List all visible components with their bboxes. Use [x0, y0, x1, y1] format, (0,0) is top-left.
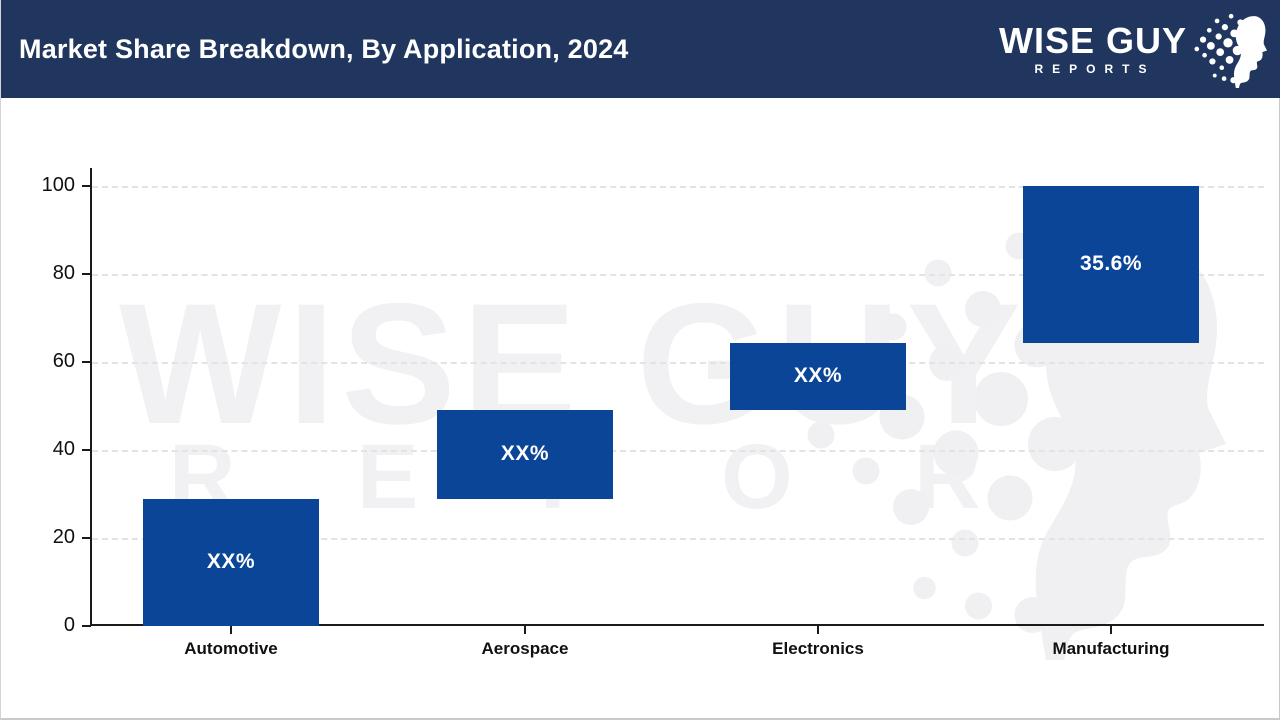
bar-electronics: XX%	[730, 342, 906, 410]
x-tick-aerospace	[524, 626, 526, 634]
y-tick-60	[82, 361, 91, 363]
watermark-face-dots-icon	[807, 232, 1226, 660]
x-tick-label-manufacturing: Manufacturing	[1052, 639, 1170, 658]
bar-label-automotive: XX%	[206, 550, 256, 574]
x-tick-label-electronics: Electronics	[772, 639, 864, 658]
y-tick-100	[82, 185, 91, 187]
gridline-y-60	[92, 362, 1264, 364]
y-tick-40	[82, 449, 91, 451]
y-axis-line	[90, 168, 92, 626]
bar-label-electronics: XX%	[793, 364, 843, 388]
y-tick-20	[82, 537, 91, 539]
x-tick-automotive	[230, 626, 232, 634]
bar-automotive: XX%	[143, 498, 319, 626]
y-tick-label-80: 80	[52, 262, 75, 284]
x-tick-label-automotive: Automotive	[184, 639, 278, 658]
x-tick-label-aerospace: Aerospace	[481, 639, 569, 658]
bar-label-manufacturing: 35.6%	[1079, 252, 1143, 276]
x-tick-manufacturing	[1110, 626, 1112, 634]
header-bar: Market Share Breakdown, By Application, …	[1, 0, 1280, 98]
gridline-y-20	[92, 538, 1264, 540]
y-tick-label-100: 100	[41, 174, 75, 196]
y-tick-label-60: 60	[52, 350, 75, 372]
brand-face-dots-icon	[1194, 13, 1267, 88]
brand-wordmark: WISE GUY REPORTS	[998, 19, 1187, 76]
x-tick-electronics	[817, 626, 819, 634]
gridline-y-40	[92, 450, 1264, 452]
bar-aerospace: XX%	[437, 409, 613, 499]
gridline-y-100	[92, 186, 1264, 188]
plot-area: 0 20 40 60 80 100 XX% Automotive XX% Aerospace XX%…	[1, 98, 1280, 720]
y-tick-label-40: 40	[52, 438, 75, 460]
y-tick-80	[82, 273, 91, 275]
bar-manufacturing: 35.6%	[1023, 186, 1199, 343]
brand-logo: WISE GUY REPORTS	[999, 7, 1267, 91]
gridline-y-80	[92, 274, 1264, 276]
bar-label-aerospace: XX%	[500, 442, 550, 466]
brand-subtitle: REPORTS	[1034, 61, 1156, 76]
page-title: Market Share Breakdown, By Application, …	[19, 33, 629, 64]
x-axis-line	[90, 624, 1264, 626]
y-tick-label-20: 20	[52, 526, 75, 548]
brand-name: WISE GUY	[998, 19, 1187, 61]
y-tick-0	[82, 625, 91, 627]
y-tick-label-0: 0	[63, 614, 75, 636]
